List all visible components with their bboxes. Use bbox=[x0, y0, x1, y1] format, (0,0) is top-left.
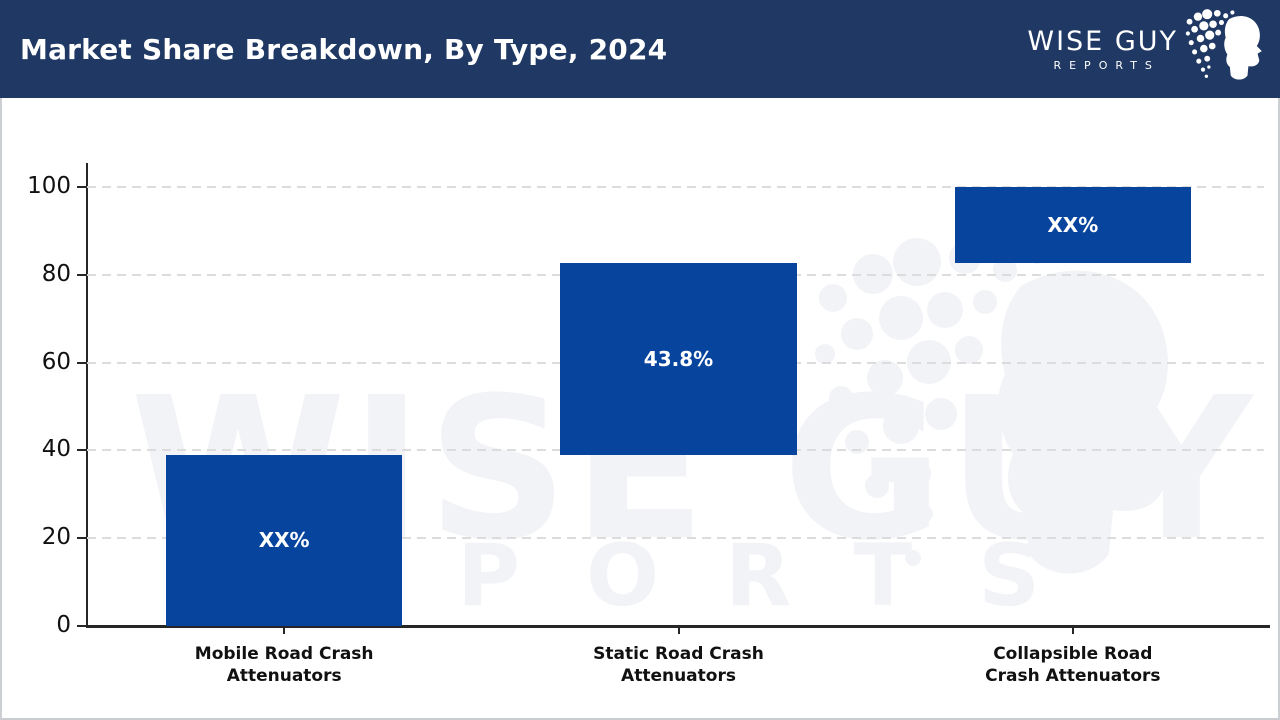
wiseguy-logo-text: WISE GUY REPORTS bbox=[1027, 26, 1178, 72]
gridline bbox=[87, 537, 1264, 540]
bar-value-label: XX% bbox=[1047, 212, 1099, 237]
brand-name: WISE GUY bbox=[1027, 26, 1178, 57]
y-tick-mark bbox=[77, 361, 87, 364]
y-tick-label: 0 bbox=[56, 612, 71, 638]
y-tick-label: 40 bbox=[41, 436, 71, 463]
gridline bbox=[87, 186, 1264, 188]
y-tick-label: 100 bbox=[27, 173, 71, 199]
wiseguy-head-icon bbox=[1185, 9, 1262, 80]
bar: 43.8% bbox=[560, 262, 797, 455]
y-tick-label: 80 bbox=[41, 260, 71, 287]
bar: XX% bbox=[165, 454, 403, 626]
x-category-label: Mobile Road Crash Attenuators bbox=[194, 644, 374, 686]
x-category-label: Static Road Crash Attenuators bbox=[593, 644, 764, 686]
brand-subname: REPORTS bbox=[1053, 59, 1160, 72]
x-category-label: Collapsible Road Crash Attenuators bbox=[985, 644, 1161, 686]
plot-area: 0 20 40 60 80 100 XX% Mobile Road Crash Attenuat… bbox=[27, 173, 1270, 686]
y-tick-mark bbox=[77, 449, 87, 452]
y-tick-label: 60 bbox=[41, 348, 71, 375]
bar: XX% bbox=[954, 187, 1192, 263]
y-tick-label: 20 bbox=[41, 524, 71, 551]
x-axis-line bbox=[86, 625, 1270, 628]
y-tick-mark bbox=[77, 625, 87, 627]
x-tick-mark bbox=[283, 627, 286, 634]
y-tick-mark bbox=[77, 273, 87, 276]
y-tick-mark bbox=[77, 186, 87, 188]
y-axis-line bbox=[86, 163, 88, 627]
bar-value-label: 43.8% bbox=[643, 346, 714, 371]
header: Market Share Breakdown, By Type, 2024 WI… bbox=[0, 0, 1280, 98]
wiseguy-logo: WISE GUY REPORTS bbox=[1027, 9, 1266, 89]
chart-area: WISE GUY REPORTS 0 20 40 60 80 100 XX% Mobile R… bbox=[0, 98, 1280, 720]
bar-value-label: XX% bbox=[258, 528, 310, 553]
x-tick-mark bbox=[1071, 627, 1074, 634]
page-title: Market Share Breakdown, By Type, 2024 bbox=[20, 32, 668, 66]
y-tick-mark bbox=[77, 537, 87, 540]
x-tick-mark bbox=[677, 627, 680, 634]
